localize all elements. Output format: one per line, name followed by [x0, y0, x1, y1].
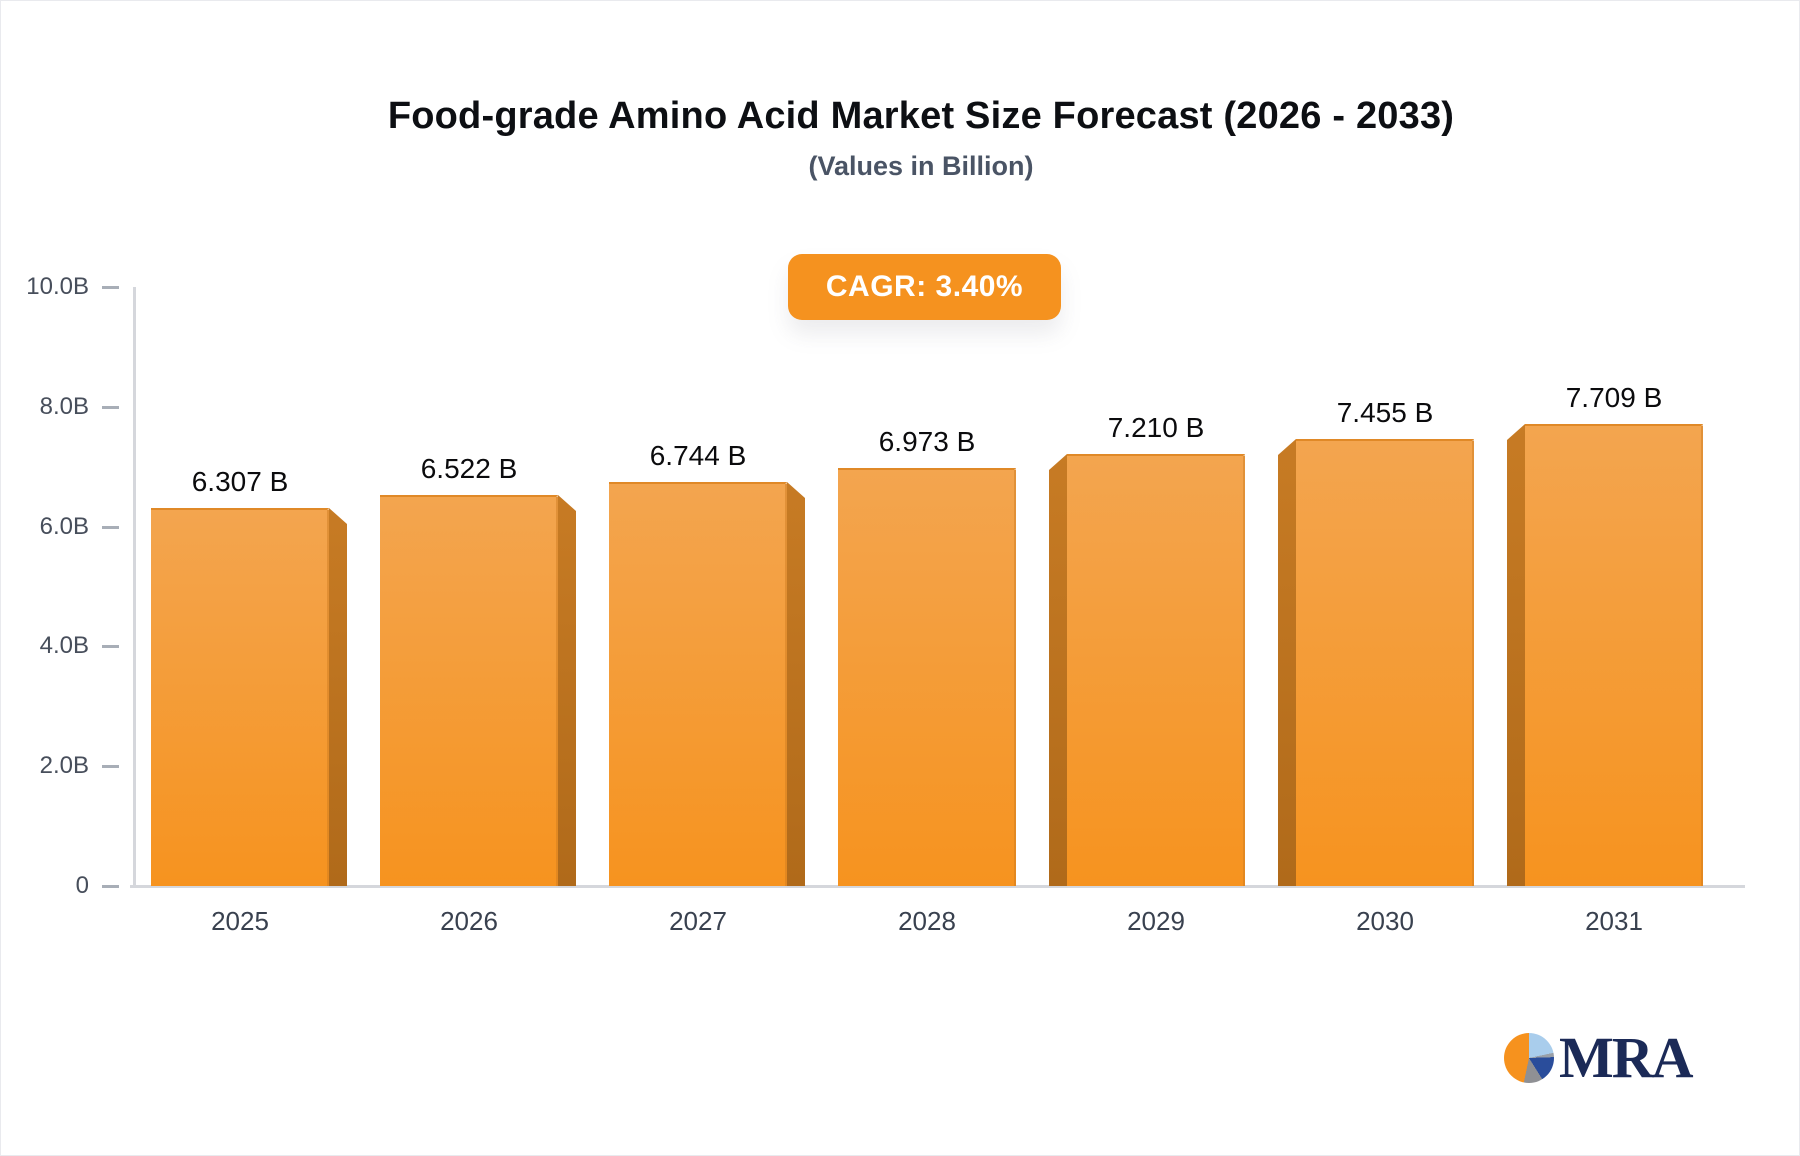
- x-axis-label: 2025: [211, 906, 269, 936]
- x-axis-line: [130, 885, 1745, 888]
- pie-chart-logo-icon: [1504, 1033, 1554, 1083]
- y-tick-label: 4.0B: [39, 632, 89, 659]
- logo-text: MRA: [1559, 1025, 1694, 1090]
- bar-side-panel: [1507, 424, 1525, 886]
- bar-side-panel: [1278, 439, 1296, 886]
- y-tick-mark: [102, 406, 119, 409]
- bar-2027: [609, 482, 787, 886]
- y-tick-label: 0: [75, 872, 89, 899]
- y-tick-mark: [102, 765, 119, 768]
- x-axis-label: 2026: [440, 906, 498, 936]
- y-tick-mark: [102, 526, 119, 529]
- mra-logo: MRA: [1504, 1025, 1694, 1090]
- bar-2030: [1296, 439, 1474, 886]
- bar-value-label: 6.744 B: [649, 440, 747, 471]
- x-axis-label: 2029: [1127, 906, 1185, 936]
- chart-title: Food-grade Amino Acid Market Size Foreca…: [387, 95, 1455, 137]
- bar-side-panel: [329, 508, 347, 886]
- bar-value-label: 7.210 B: [1107, 412, 1205, 443]
- y-axis-line: [133, 287, 136, 886]
- bar-side-panel: [1049, 454, 1067, 886]
- y-tick-label: 10.0B: [26, 273, 89, 300]
- y-tick-mark: [102, 286, 119, 289]
- bar-2028: [838, 468, 1016, 886]
- bar-side-panel: [558, 495, 576, 886]
- bar-value-label: 7.709 B: [1565, 382, 1663, 413]
- x-axis-label: 2031: [1585, 906, 1643, 936]
- bar-2026: [380, 495, 558, 886]
- y-tick-mark: [102, 885, 119, 888]
- bar-2025: [151, 508, 329, 886]
- x-axis-label: 2030: [1356, 906, 1414, 936]
- y-tick-label: 2.0B: [39, 752, 89, 779]
- bar-2031: [1525, 424, 1703, 886]
- bar-value-label: 6.522 B: [420, 453, 518, 484]
- bar-2029: [1067, 454, 1245, 886]
- x-axis-label: 2027: [669, 906, 727, 936]
- bar-value-label: 7.455 B: [1336, 397, 1434, 428]
- y-tick-label: 8.0B: [39, 393, 89, 420]
- y-tick-mark: [102, 645, 119, 648]
- bar-value-label: 6.307 B: [191, 466, 289, 497]
- bar-value-label: 6.973 B: [878, 426, 976, 457]
- chart-subtitle: (Values in Billion): [808, 151, 1034, 181]
- cagr-badge: CAGR: 3.40%: [788, 254, 1061, 320]
- cagr-badge-label: CAGR: 3.40%: [825, 270, 1024, 303]
- y-tick-label: 6.0B: [39, 513, 89, 540]
- bar-side-panel: [787, 482, 805, 886]
- x-axis-label: 2028: [898, 906, 956, 936]
